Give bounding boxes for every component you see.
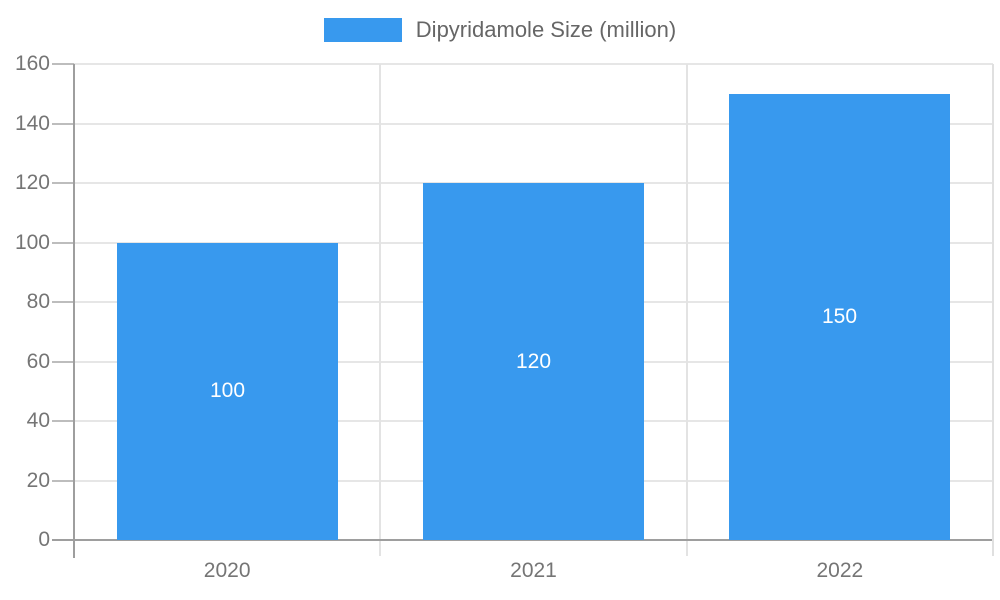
y-tick-mark	[52, 301, 74, 303]
bar-value-label: 150	[821, 304, 858, 328]
y-tick-mark	[52, 122, 74, 125]
y-tick-mark	[52, 479, 74, 482]
category-boundary-line	[685, 64, 688, 556]
bar-value-label: 100	[209, 379, 246, 403]
y-tick-mark	[52, 241, 74, 244]
y-axis-tick-label: 40	[26, 409, 50, 432]
x-axis-line	[52, 539, 993, 541]
y-axis-tick-label: 160	[14, 52, 50, 75]
bar-2020[interactable]: 100	[117, 242, 338, 540]
category-boundary-line	[379, 64, 382, 556]
y-tick-mark	[52, 63, 74, 65]
y-axis-tick-label: 80	[26, 290, 50, 313]
bar-2022[interactable]: 150	[729, 93, 950, 540]
y-axis-tick-label: 140	[14, 111, 50, 135]
y-axis-line	[73, 64, 75, 558]
y-axis-tick-label: 100	[14, 230, 50, 254]
y-axis-tick-label: 120	[14, 171, 50, 194]
bar-2021[interactable]: 120	[423, 183, 644, 540]
x-axis-tick-label: 2022	[816, 559, 864, 582]
x-axis-tick-label: 2020	[203, 559, 251, 582]
y-tick-mark	[52, 360, 74, 363]
y-axis-tick-label: 20	[26, 468, 50, 492]
legend-swatch	[323, 18, 402, 42]
y-tick-mark	[52, 182, 74, 184]
bar-value-label: 120	[515, 349, 552, 373]
legend-label: Dipyridamole Size (million)	[415, 17, 677, 42]
y-gridline	[74, 63, 993, 65]
plot-right-border	[992, 64, 994, 556]
legend[interactable]: Dipyridamole Size (million)	[0, 16, 1000, 44]
y-tick-mark	[52, 420, 74, 422]
y-gridline	[74, 122, 993, 125]
x-axis-tick-label: 2021	[510, 559, 557, 582]
y-axis-tick-label: 0	[38, 528, 50, 551]
y-axis-tick-label: 60	[26, 349, 50, 373]
